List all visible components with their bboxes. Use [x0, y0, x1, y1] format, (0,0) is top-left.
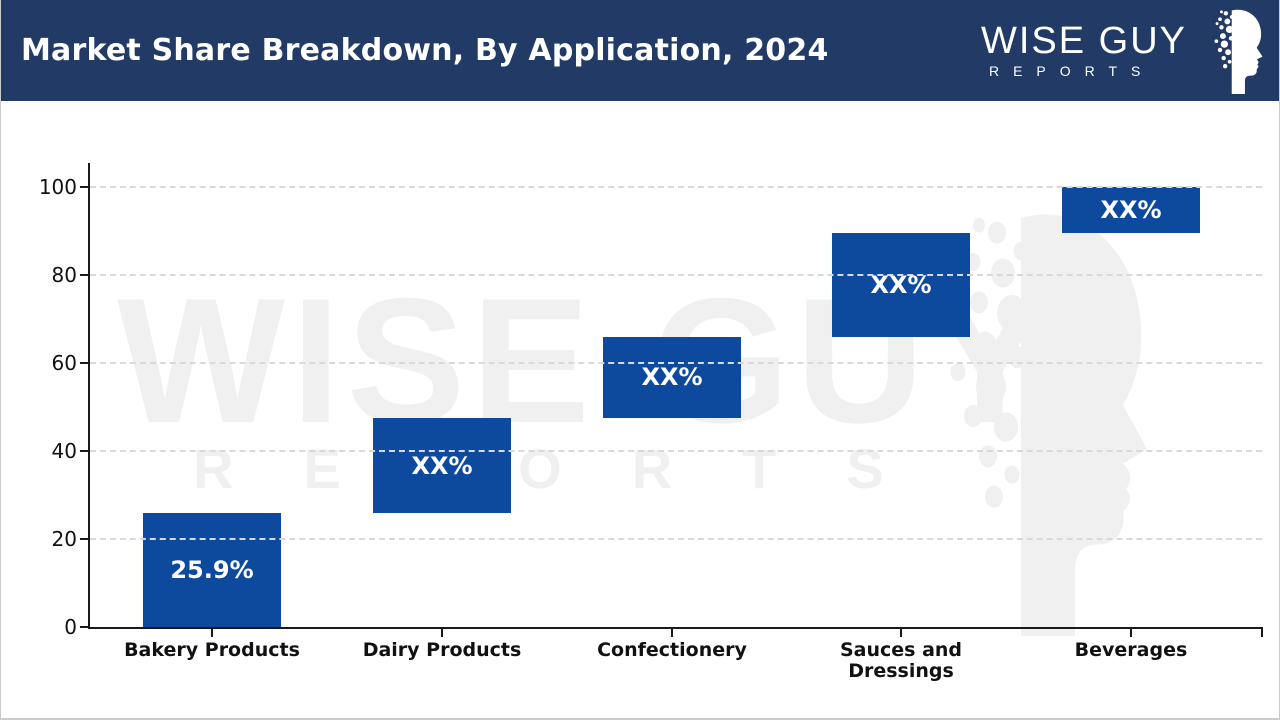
gridline: [90, 274, 1262, 276]
y-tick: [80, 450, 88, 452]
gridline: [90, 450, 1262, 452]
bar-value-label: XX%: [1100, 196, 1162, 225]
x-tick: [441, 629, 443, 637]
y-tick-label: 0: [64, 615, 77, 639]
x-tick: [211, 629, 213, 637]
category-label: Dairy Products: [362, 639, 522, 661]
y-tick-label: 80: [51, 263, 77, 287]
category-label: Sauces and Dressings: [839, 639, 963, 682]
gridline: [90, 186, 1262, 188]
x-tick: [1130, 629, 1132, 637]
watermark-face-icon: [950, 214, 1147, 636]
bar-segment: XX%: [1062, 187, 1200, 234]
bar-segment: XX%: [603, 336, 741, 418]
gridline: [90, 362, 1262, 364]
y-tick-label: 20: [51, 527, 77, 551]
x-axis-line: [88, 627, 1263, 629]
y-tick: [80, 362, 88, 364]
y-tick: [80, 626, 88, 628]
y-tick-label: 60: [51, 351, 77, 375]
x-tick: [900, 629, 902, 637]
wise-guy-logo: WISE GUY REPORTS: [981, 6, 1273, 94]
bar-segment: 25.9%: [143, 513, 281, 627]
y-tick: [80, 186, 88, 188]
bar-segment: XX%: [373, 418, 511, 514]
gridline: [90, 538, 1262, 540]
header-bar: Market Share Breakdown, By Application, …: [1, 0, 1279, 101]
bar-segment: XX%: [832, 233, 970, 337]
y-tick-label: 100: [38, 175, 77, 199]
category-label: Bakery Products: [124, 639, 300, 661]
logo-wordmark: WISE GUY: [980, 19, 1187, 62]
y-tick: [80, 274, 88, 276]
bar-value-label: 25.9%: [170, 556, 254, 584]
watermark-subtitle: REPORTS: [193, 437, 954, 500]
logo-text: WISE GUY REPORTS: [980, 19, 1187, 80]
y-tick: [80, 538, 88, 540]
bar-value-label: XX%: [641, 363, 703, 392]
y-axis-line: [88, 163, 90, 629]
category-label: Beverages: [1074, 639, 1188, 661]
page-title: Market Share Breakdown, By Application, …: [21, 33, 829, 68]
bar-value-label: XX%: [411, 451, 473, 480]
y-tick-label: 40: [51, 439, 77, 463]
category-label: Confectionery: [597, 639, 747, 661]
x-axis-end-tick: [1261, 629, 1263, 637]
waterfall-chart: 0 20 40 60 80 100 25.9% Bakery Products XX% Dairy…: [1, 101, 1279, 718]
logo-subtitle: REPORTS: [988, 63, 1155, 80]
logo-face-icon: [1214, 9, 1263, 94]
x-tick: [671, 629, 673, 637]
